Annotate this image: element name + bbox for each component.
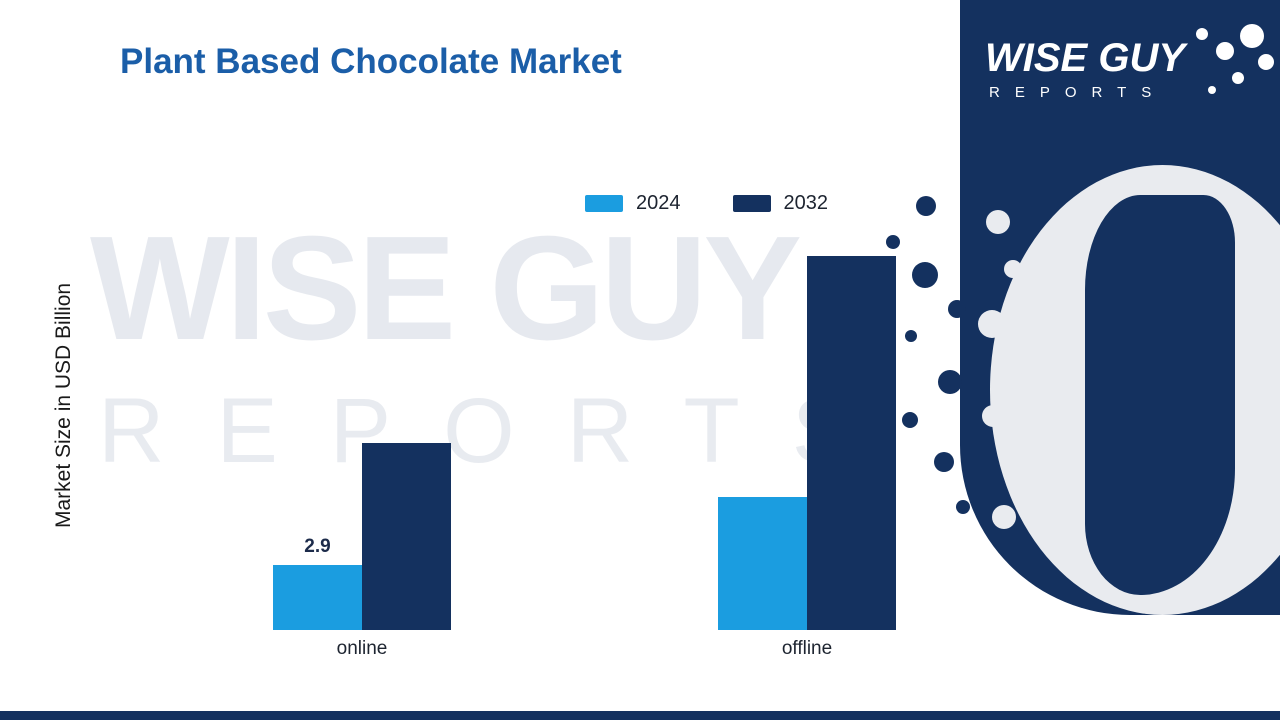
chart-title: Plant Based Chocolate Market <box>120 42 622 81</box>
bar-online-2024 <box>273 565 362 630</box>
bar-online-2032 <box>362 443 451 630</box>
bar-group-offline <box>718 256 896 630</box>
legend-swatch-2024 <box>585 195 623 212</box>
wise-guy-reports-logo: WISE GUY REPORTS <box>985 38 1185 101</box>
legend-item-2032: 2032 <box>732 192 829 215</box>
bar-offline-2024 <box>718 497 807 630</box>
logo-subtitle: REPORTS <box>989 84 1167 101</box>
logo-wordmark: WISE GUY <box>985 36 1186 80</box>
y-axis-label: Market Size in USD Billion <box>52 282 75 528</box>
legend-swatch-2032 <box>732 195 771 212</box>
legend-label-2024: 2024 <box>636 192 681 214</box>
value-label-online-2024: 2.9 <box>304 536 331 557</box>
face-profile-shape <box>1085 195 1235 595</box>
bar-offline-2032 <box>807 256 896 630</box>
category-label-online: online <box>336 638 388 659</box>
bar-group-online <box>273 443 451 630</box>
legend-item-2024: 2024 <box>585 192 681 215</box>
category-label-offline: offline <box>781 638 833 659</box>
bottom-accent-bar <box>0 711 1280 720</box>
legend: 2024 2032 <box>585 192 828 215</box>
legend-label-2032: 2032 <box>783 192 829 214</box>
